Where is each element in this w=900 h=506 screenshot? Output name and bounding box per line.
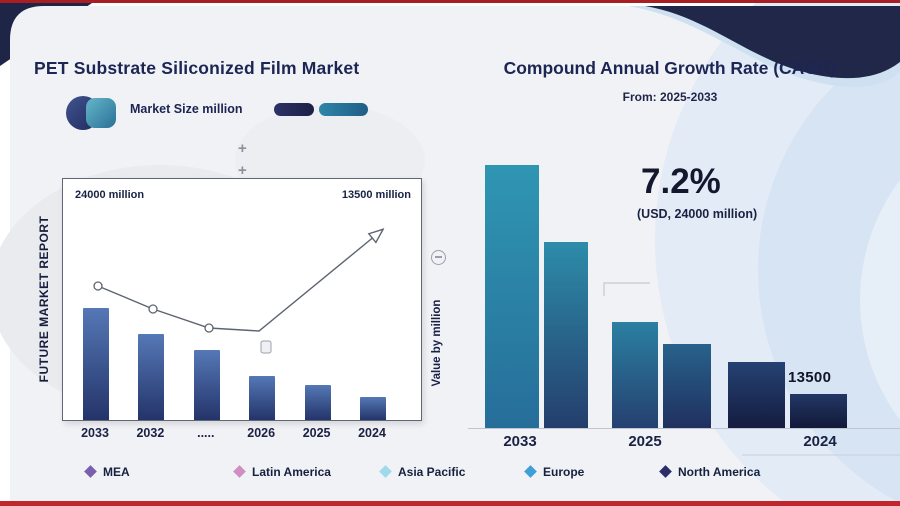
region-legend: MEA Latin America Asia Pacific Europe North …	[0, 464, 900, 484]
left-chart-max-label: 24000 million	[75, 189, 145, 201]
left-axis-label: 2032	[136, 426, 165, 440]
right-bar-2033-series-1	[485, 165, 539, 428]
right-bar-2024-series-2	[790, 394, 847, 428]
left-bar-.....	[193, 350, 220, 420]
legend-label: MEA	[103, 465, 130, 479]
right-chart-x-axis: 2033 2025 2024	[470, 433, 870, 451]
legend-diamond-icon	[659, 465, 672, 478]
right-bar-2025-series-2	[663, 344, 711, 428]
right-chart-bars	[470, 160, 870, 428]
plus-icon: +	[238, 162, 247, 179]
cagr-value: 7.2%	[641, 162, 721, 201]
left-bar-2032	[138, 334, 165, 420]
end-value-label: 13500	[788, 369, 832, 386]
left-chart-end-label: 13500 million	[341, 189, 411, 201]
right-bar-2024-series-1	[728, 362, 785, 428]
legend-diamond-icon	[84, 465, 97, 478]
left-axis-label: .....	[197, 426, 215, 440]
plus-icon: +	[238, 140, 247, 157]
left-bar-2033	[83, 308, 109, 420]
right-bar-2025-series-1	[612, 322, 658, 428]
legend-diamond-icon	[524, 465, 537, 478]
teal-pill-decoration	[319, 103, 368, 116]
top-red-bar	[0, 0, 900, 3]
right-chart-title: Compound Annual Growth Rate (CAGR)	[503, 58, 837, 78]
trend-line-arrow	[93, 179, 421, 354]
left-axis-label: 2025	[302, 426, 331, 440]
right-axis-label: 2024	[803, 433, 837, 450]
legend-label: Latin America	[252, 465, 331, 479]
minus-dash	[434, 256, 442, 258]
cagr-basis: (USD, 24000 million)	[637, 207, 758, 221]
market-size-icon	[66, 95, 122, 131]
left-chart-x-axis: 2033 2032..... 2026 2025 2024	[62, 426, 422, 442]
right-axis-label: 2025	[628, 433, 662, 450]
left-axis-label: 2024	[358, 426, 386, 440]
left-bar-2026	[249, 376, 276, 420]
legend-label: North America	[678, 465, 761, 479]
left-axis-label: 2026	[247, 426, 276, 440]
minus-circle-icon	[431, 250, 446, 265]
right-axis-label: 2033	[503, 433, 537, 450]
market-size-icon-teal-square	[86, 98, 116, 128]
navy-pill-decoration	[274, 103, 314, 116]
left-axis-label: 2033	[81, 426, 109, 440]
left-chart-panel: 24000 million 13500 million	[62, 178, 422, 421]
future-market-report-label: FUTURE MARKET REPORT	[37, 215, 51, 383]
value-by-million-label: Value by million	[431, 299, 443, 387]
legend-label: Europe	[543, 465, 585, 479]
left-chart-title: PET Substrate Siliconized Film Market	[34, 58, 360, 78]
right-bar-2033-series-2	[544, 242, 588, 428]
left-bar-2025	[304, 385, 331, 420]
left-bar-2024	[360, 397, 386, 420]
bottom-red-bar	[0, 501, 900, 506]
right-chart-subtitle: From: 2025-2033	[622, 90, 718, 104]
market-size-legend-label: Market Size million	[130, 102, 243, 116]
legend-label: Asia Pacific	[398, 465, 466, 479]
legend-diamond-icon	[233, 465, 246, 478]
legend-diamond-icon	[379, 465, 392, 478]
